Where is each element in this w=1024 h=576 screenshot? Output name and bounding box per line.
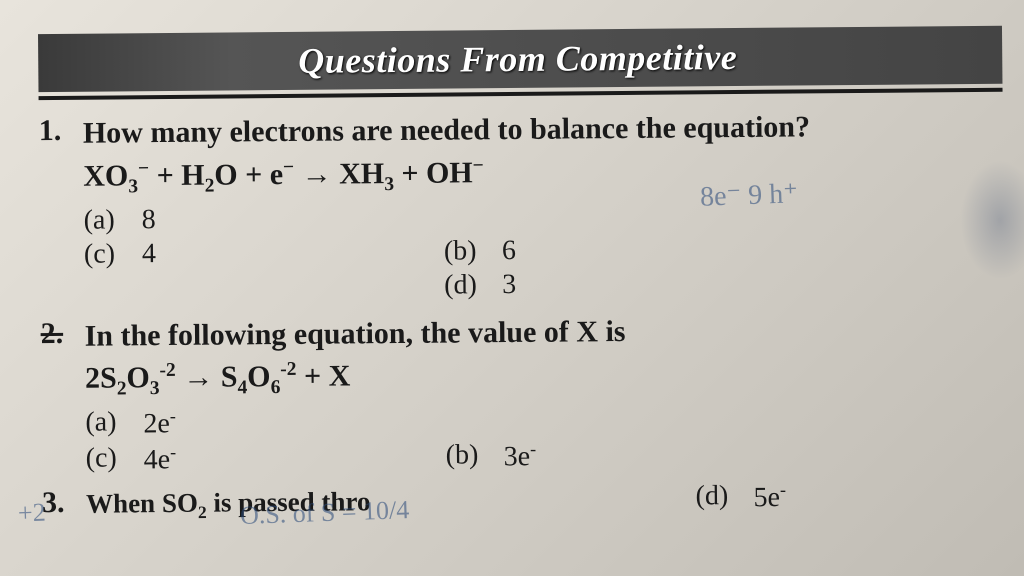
q2-option-a: (a) 2e- — [85, 404, 445, 441]
handwriting-annotation: +2 — [17, 498, 46, 529]
option-value: 2e- — [143, 406, 176, 441]
q1-text: How many electrons are needed to balance… — [83, 106, 1003, 155]
q2-option-b: (b) 3e- — [446, 435, 1006, 474]
option-label: (d) — [695, 480, 739, 520]
q2-number: 2. — [40, 316, 84, 350]
option-value: 4 — [142, 238, 156, 270]
q2-option-d: (d) 5e- — [695, 479, 786, 520]
option-value: 5e- — [753, 479, 786, 519]
q1-option-b: (b) 6 — [444, 230, 1004, 267]
banner-title: Questions From Competitive — [298, 37, 737, 81]
q1-options: (a) 8 (c) 4 (b) 6 (d) 3 — [83, 196, 1004, 304]
option-value: 8 — [141, 204, 155, 236]
option-label: (b) — [446, 440, 490, 475]
question-2: 2. In the following equation, the value … — [40, 308, 1005, 478]
q2-equation: 2S2O3-2 → S4O6-2 + X — [85, 353, 1005, 401]
option-label: (b) — [444, 235, 488, 267]
q2-option-c: (c) 4e- — [86, 440, 446, 477]
photo-smudge — [960, 160, 1024, 280]
q1-option-c: (c) 4 — [84, 235, 444, 270]
q2-text: In the following equation, the value of … — [84, 308, 1004, 357]
q1-option-d: (d) 3 — [444, 264, 1004, 301]
option-value: 6 — [502, 234, 516, 266]
option-value: 3 — [502, 268, 516, 300]
option-label: (c) — [84, 238, 128, 270]
handwriting-annotation: O.S. of S = 10/4 — [240, 495, 410, 531]
option-label: (c) — [86, 443, 130, 478]
q2-options: (a) 2e- (c) 4e- (b) 3e- — [85, 399, 1006, 478]
section-banner: Questions From Competitive — [38, 26, 1002, 92]
question-1: 1. How many electrons are needed to bala… — [39, 106, 1005, 305]
q1-number: 1. — [39, 114, 83, 148]
q3-number: 3. — [42, 485, 86, 519]
option-value: 3e- — [504, 439, 537, 474]
q1-equation: XO3− + H2O + e− → XH3 + OH− — [83, 150, 1003, 198]
q1-option-a: (a) 8 — [83, 201, 443, 236]
handwriting-annotation: 8e⁻ 9 h⁺ — [699, 176, 798, 213]
option-value: 4e- — [144, 442, 177, 477]
option-label: (d) — [444, 269, 488, 301]
question-3: 3. When SO2 is passed thro (d) 5e- — [42, 477, 1006, 525]
option-label: (a) — [85, 406, 129, 441]
option-label: (a) — [83, 204, 127, 236]
